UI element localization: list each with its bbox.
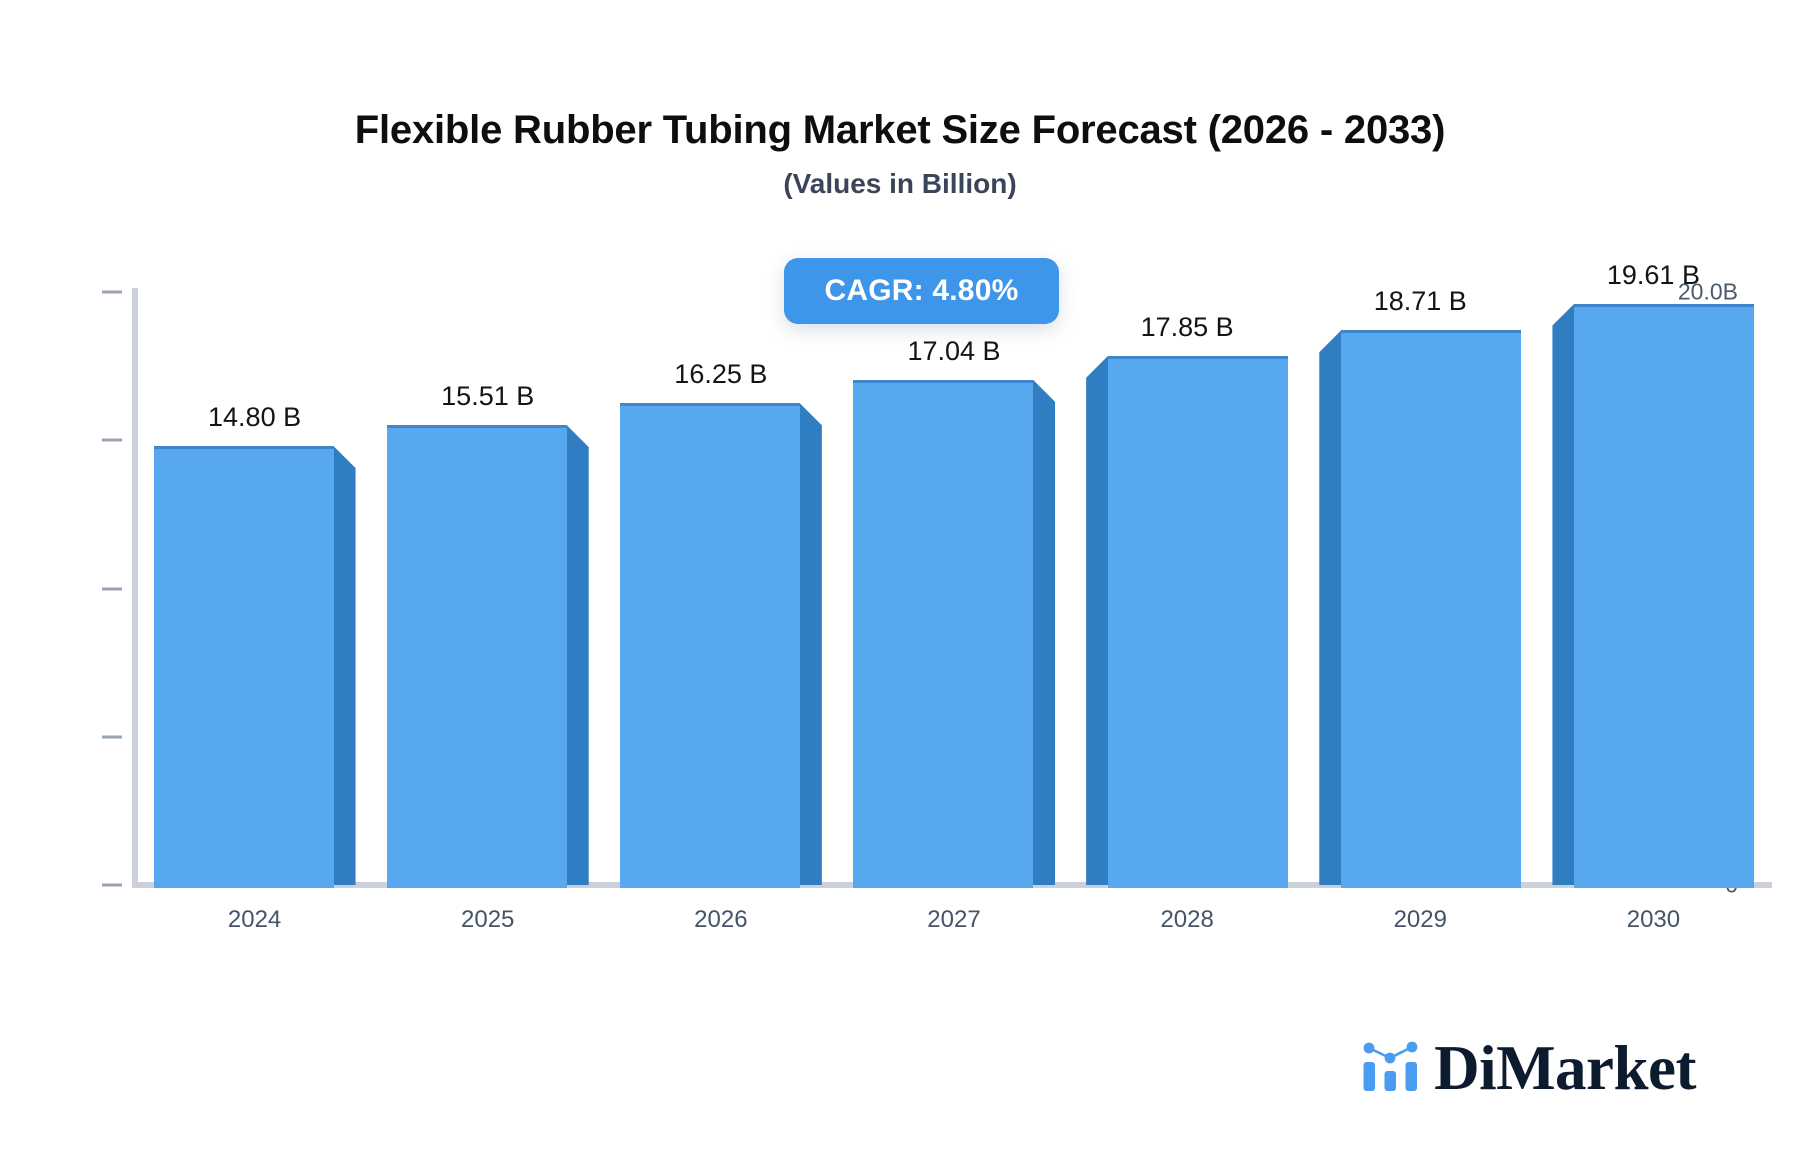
bar-value-label: 16.25 B — [674, 359, 768, 390]
bar-value-label: 17.85 B — [1140, 311, 1234, 342]
bar-front-face — [1574, 303, 1755, 888]
y-axis-tick-mark — [102, 735, 122, 739]
x-axis-tick-label: 2028 — [1160, 906, 1214, 933]
x-axis-tick-label: 2029 — [1393, 906, 1447, 933]
bar-side-face — [1552, 303, 1575, 885]
bar-front-face — [153, 446, 334, 888]
bar-side-face — [1086, 355, 1109, 885]
x-axis-tick-label: 2026 — [694, 906, 748, 933]
bar-value-label: 17.04 B — [907, 335, 1001, 366]
bar-side-face — [566, 425, 589, 885]
x-axis-tick-label: 2027 — [927, 906, 981, 933]
y-axis-tick-mark — [102, 883, 122, 887]
bar-side-face — [333, 446, 356, 885]
bar-front-face — [386, 425, 567, 888]
x-axis-tick-label: 2030 — [1626, 906, 1681, 933]
bar-side-face — [799, 403, 822, 885]
chart-subtitle: (Values in Billion) — [783, 168, 1017, 199]
chart-title: Flexible Rubber Tubing Market Size Forec… — [354, 108, 1446, 152]
brand-name: DiMarket — [1434, 1033, 1696, 1103]
y-axis-tick-mark — [102, 587, 122, 590]
bar-value-label: 15.51 B — [441, 381, 535, 412]
cagr-badge: CAGR: 4.80% — [784, 258, 1059, 324]
bar-value-label: 19.61 B — [1606, 259, 1700, 290]
brand-logo: DiMarket — [1360, 1037, 1696, 1100]
y-axis-tick-label: 20.0B — [1677, 278, 1738, 305]
bar-value-label: 18.71 B — [1373, 286, 1467, 317]
bar-value-label: 14.80 B — [208, 402, 302, 433]
bar-front-face — [853, 379, 1033, 888]
x-axis-tick-label: 2024 — [227, 906, 282, 933]
bar-side-face — [1319, 330, 1342, 885]
bar-front-face — [1108, 355, 1289, 888]
y-axis-line — [132, 288, 138, 886]
bar-side-face — [1033, 379, 1055, 885]
x-axis-tick-label: 2025 — [461, 906, 515, 933]
bar-chart-trend-icon — [1360, 1038, 1422, 1099]
bar-front-face — [619, 403, 800, 888]
y-axis-tick-mark — [102, 438, 122, 442]
bar-front-face — [1341, 330, 1522, 888]
y-axis-tick-mark — [102, 290, 122, 294]
